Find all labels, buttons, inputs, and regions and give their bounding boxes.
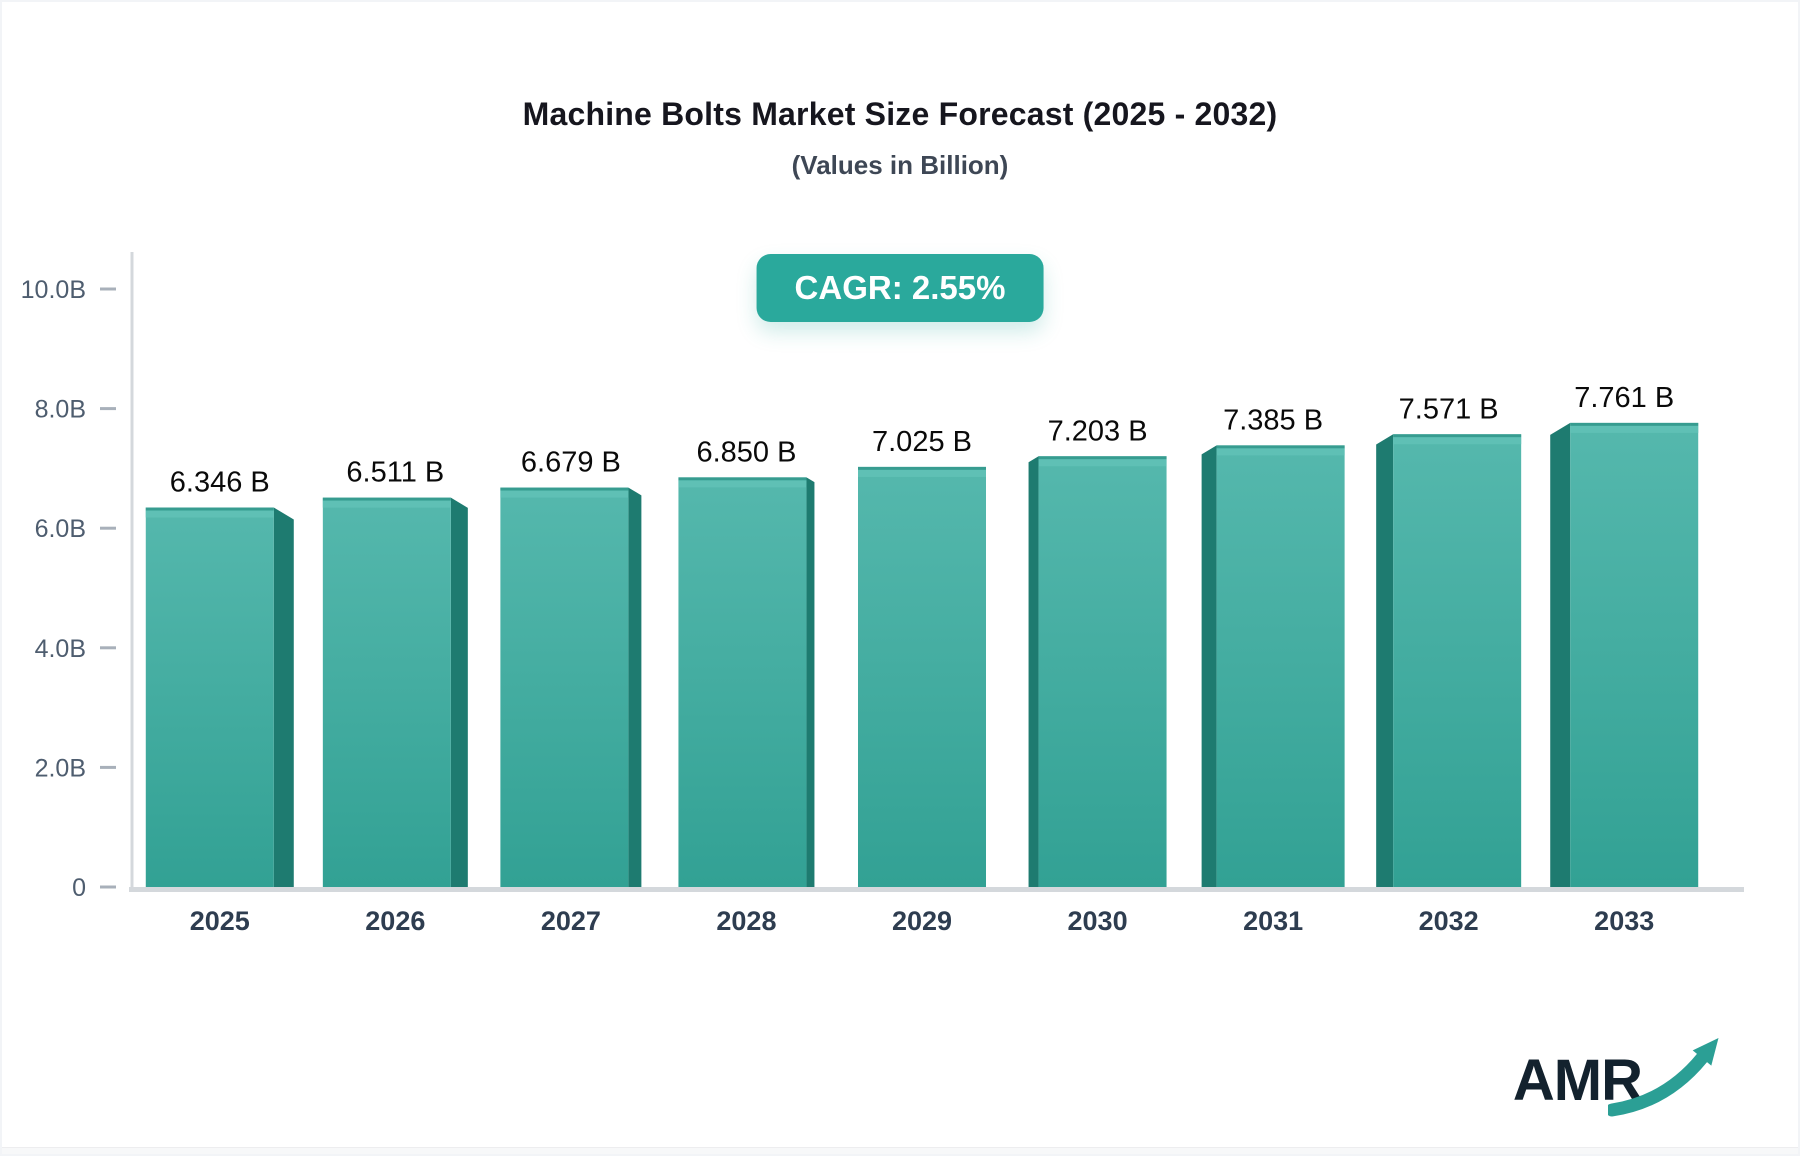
bar-2032: 7.571 B 2032	[1376, 393, 1522, 936]
bar-front-face	[145, 507, 274, 887]
bar-side-face	[1201, 445, 1217, 887]
bar-front-face	[1038, 456, 1167, 887]
bar-top-edge	[678, 477, 807, 481]
chart-subtitle: (Values in Billion)	[791, 150, 1009, 180]
bar-2028: 6.850 B 2028	[678, 436, 815, 936]
x-axis-category-label: 2033	[1594, 906, 1654, 936]
bar-top-edge	[145, 507, 274, 511]
bar-top-highlight	[145, 510, 274, 518]
y-tick-label: 6.0B	[35, 515, 86, 543]
bar-top-highlight	[678, 480, 807, 488]
bar-side-face	[1028, 456, 1039, 887]
bar-front-face	[1570, 422, 1699, 887]
bar-top-edge	[1216, 445, 1345, 449]
bar-top-edge	[500, 487, 629, 491]
bar-front-face	[1393, 434, 1522, 887]
bar-top-edge	[1038, 456, 1167, 460]
bar-front-face	[1216, 445, 1345, 887]
y-tick-label: 2.0B	[35, 754, 86, 782]
card-bottom-edge	[2, 1147, 1798, 1154]
bar-2031: 7.385 B 2031	[1201, 404, 1345, 936]
bar-value-label: 6.679 B	[521, 447, 621, 479]
bar-2033: 7.761 B 2033	[1550, 382, 1699, 936]
bar-side-face	[628, 487, 642, 887]
cagr-badge: CAGR: 2.55%	[756, 254, 1044, 322]
bar-top-highlight	[1216, 448, 1345, 456]
y-tick-label: 8.0B	[35, 396, 86, 424]
bar-side-face	[450, 497, 468, 887]
x-axis-category-label: 2025	[190, 906, 250, 936]
x-axis-category-label: 2026	[365, 906, 425, 936]
bar-front-face	[322, 497, 451, 887]
bar-value-label: 6.346 B	[170, 467, 270, 499]
bar-top-highlight	[858, 469, 986, 477]
bar-top-edge	[322, 497, 451, 501]
x-axis-category-label: 2030	[1068, 906, 1128, 936]
bar-front-face	[678, 477, 807, 887]
y-tick-label: 10.0B	[21, 276, 86, 304]
bar-value-label: 7.025 B	[872, 426, 972, 458]
bar-2029: 7.025 B 2029	[858, 426, 986, 936]
bar-top-highlight	[1393, 437, 1522, 445]
bar-2025: 6.346 B 2025	[145, 467, 294, 936]
chart-title: Machine Bolts Market Size Forecast (2025…	[522, 96, 1278, 132]
amr-logo-text: AMR	[1512, 1048, 1643, 1113]
bar-2026: 6.511 B 2026	[322, 457, 468, 936]
bar-side-face	[1550, 422, 1571, 887]
growth-arrow-icon	[1608, 1038, 1719, 1117]
bar-value-label: 7.203 B	[1048, 415, 1148, 447]
bar-2030: 7.203 B 2030	[1028, 415, 1167, 936]
bar-top-highlight	[322, 500, 451, 508]
bar-top-edge	[1393, 434, 1522, 438]
bar-value-label: 6.850 B	[696, 436, 796, 468]
bar-top-edge	[858, 466, 986, 470]
bar-side-face	[273, 507, 294, 887]
bar-side-face	[1376, 434, 1394, 887]
bar-side-face	[806, 477, 815, 887]
bar-value-label: 7.385 B	[1223, 404, 1323, 436]
bar-value-label: 7.761 B	[1574, 382, 1674, 414]
amr-logo: AMR	[1512, 1028, 1728, 1117]
bar-top-edge	[1570, 422, 1699, 426]
x-axis-category-label: 2031	[1243, 906, 1303, 936]
y-axis-ticks: 0 2.0B 4.0B 6.0B 8.0B 10.0B	[21, 276, 116, 902]
x-axis-category-label: 2028	[716, 906, 776, 936]
bar-value-label: 6.511 B	[346, 457, 444, 489]
bar-top-highlight	[1570, 425, 1699, 433]
bar-front-face	[858, 466, 986, 887]
bar-top-highlight	[1038, 459, 1167, 467]
bar-front-face	[500, 487, 629, 887]
y-tick-label: 4.0B	[35, 635, 86, 663]
x-axis-category-label: 2029	[892, 906, 952, 936]
y-tick-label: 0	[72, 874, 86, 902]
bar-2027: 6.679 B 2027	[500, 447, 642, 936]
x-axis-category-label: 2027	[541, 906, 601, 936]
x-axis-category-label: 2032	[1419, 906, 1479, 936]
bar-value-label: 7.571 B	[1399, 393, 1499, 425]
bar-top-highlight	[500, 490, 629, 498]
